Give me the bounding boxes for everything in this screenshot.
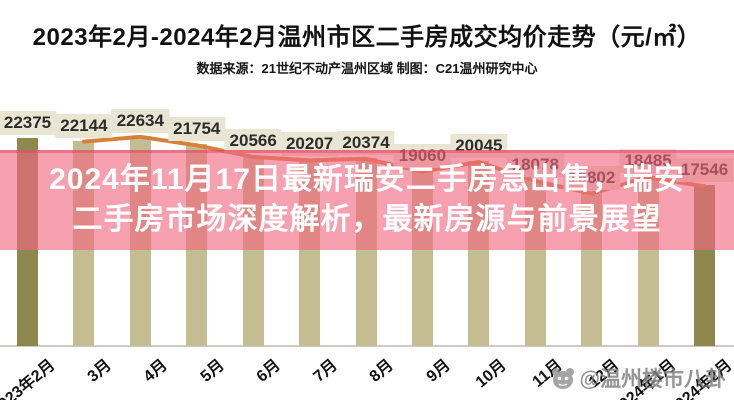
x-axis-label: 9月: [423, 356, 454, 386]
promo-banner-line1: 2024年11月17日最新瑞安二手房急出售，瑞安: [49, 163, 685, 196]
x-axis-line: [0, 345, 734, 347]
x-axis-label: 10月: [472, 356, 510, 392]
bar-value-label: 22634: [111, 108, 169, 133]
promo-banner-overlay: 2024年11月17日最新瑞安二手房急出售，瑞安 二手房市场深度解析，最新房源与…: [0, 150, 734, 250]
bar-value-label: 21754: [168, 117, 226, 142]
bar-value-label: 22375: [0, 111, 57, 136]
x-axis-label: 6月: [253, 356, 284, 386]
x-axis-label: 2023年2月: [0, 356, 59, 400]
chart-source-subtitle: 数据来源：21世纪不动产温州区域 制图：C21温州研究中心: [196, 61, 538, 76]
chart-title: 2023年2月-2024年2月温州市区二手房成交均价走势（元/㎡）: [32, 24, 702, 51]
watermark: @温州楼市八卦: [550, 363, 726, 393]
x-axis-label: 4月: [141, 356, 172, 386]
watermark-text: @温州楼市八卦: [579, 368, 726, 391]
mascot-face-icon: [550, 366, 576, 390]
bar-value-label: 22144: [55, 113, 113, 138]
x-axis-label: 3月: [84, 356, 115, 386]
x-axis-label: 8月: [366, 356, 397, 386]
x-axis-label: 7月: [310, 356, 341, 386]
promo-banner-line2: 二手房市场深度解析，最新房源与前景展望: [72, 203, 662, 236]
x-axis-label: 5月: [197, 356, 228, 386]
